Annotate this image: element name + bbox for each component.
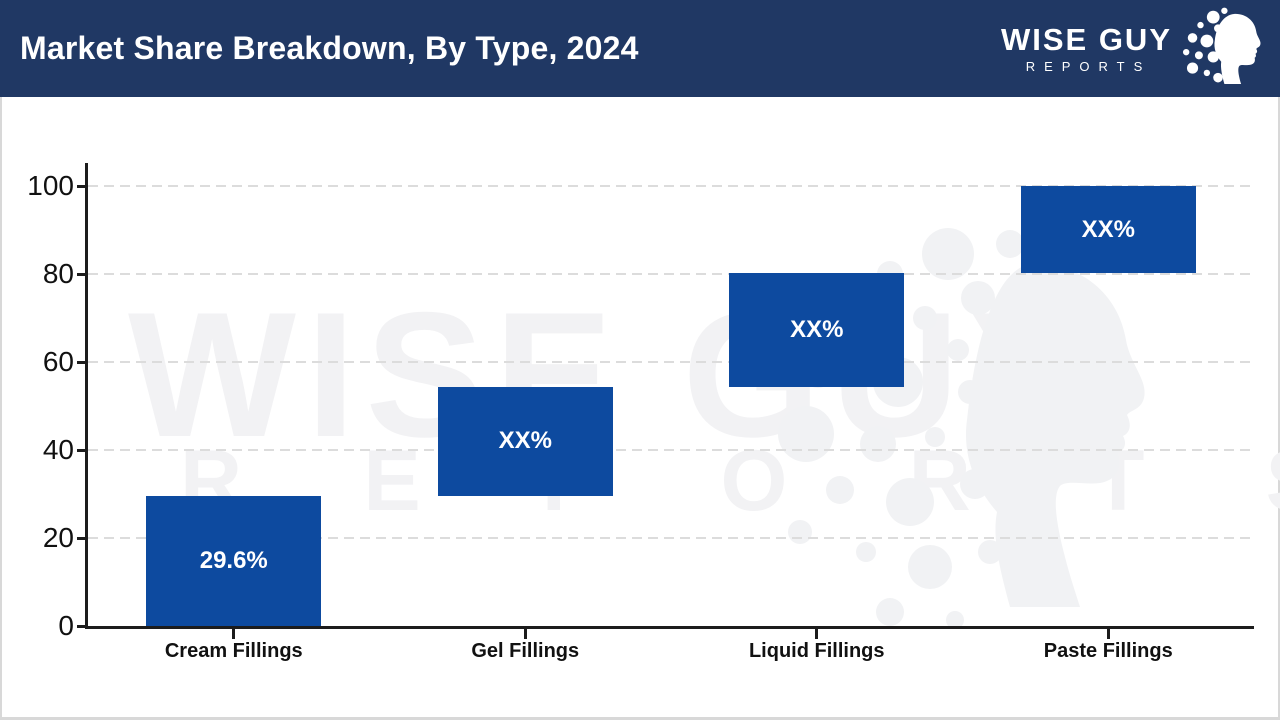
- y-tick-label-0: 0: [58, 610, 74, 641]
- gridline-60: [88, 361, 1254, 363]
- y-tick-20: [77, 536, 86, 540]
- y-tick-60: [77, 360, 86, 364]
- gridline-20: [88, 537, 1254, 539]
- y-tick-100: [77, 184, 86, 188]
- logo-subtext: REPORTS: [1025, 59, 1152, 74]
- bar-value-label-cream-fillings: 29.6%: [199, 546, 268, 574]
- x-category-label-cream-fillings: Cream Fillings: [164, 640, 303, 662]
- x-tick-cream-fillings: [232, 629, 236, 639]
- y-tick-label-60: 60: [42, 346, 74, 377]
- bar-value-label-liquid-fillings: XX%: [790, 315, 844, 343]
- bar-cream-fillings: 29.6%: [146, 495, 322, 626]
- y-tick-label-80: 80: [42, 258, 74, 289]
- bar-liquid-fillings: XX%: [729, 273, 905, 387]
- bar-value-label-gel-fillings: XX%: [498, 427, 552, 455]
- page-title: Market Share Breakdown, By Type, 2024: [20, 30, 639, 66]
- x-tick-gel-fillings: [523, 629, 527, 639]
- y-tick-40: [77, 448, 86, 452]
- y-tick-0: [77, 624, 86, 628]
- y-tick-80: [77, 272, 86, 276]
- x-category-label-gel-fillings: Gel Fillings: [471, 640, 580, 662]
- gridline-80: [88, 273, 1254, 275]
- bar-gel-fillings: XX%: [437, 386, 613, 496]
- logo-wordmark: WISE GUY: [1000, 22, 1172, 57]
- x-category-label-liquid-fillings: Liquid Fillings: [748, 640, 885, 662]
- y-tick-label-100: 100: [27, 170, 74, 201]
- x-category-label-paste-fillings: Paste Fillings: [1043, 640, 1173, 662]
- bar-value-label-paste-fillings: XX%: [1081, 215, 1135, 243]
- gridline-100: [88, 185, 1254, 187]
- y-tick-label-20: 20: [42, 522, 74, 553]
- y-tick-label-40: 40: [42, 434, 74, 465]
- x-axis-line: [85, 626, 1254, 629]
- x-tick-liquid-fillings: [815, 629, 819, 639]
- gridline-40: [88, 449, 1254, 451]
- logo-head-icon: [1182, 7, 1261, 84]
- bar-paste-fillings: XX%: [1020, 186, 1196, 274]
- header-bar: Market Share Breakdown, By Type, 2024 WI…: [0, 0, 1280, 97]
- x-tick-paste-fillings: [1106, 629, 1110, 639]
- y-axis-line: [85, 163, 88, 629]
- wiseguy-logo: WISE GUY REPORTS: [1001, 6, 1266, 92]
- logo-text: WISE GUY REPORTS: [1001, 24, 1172, 73]
